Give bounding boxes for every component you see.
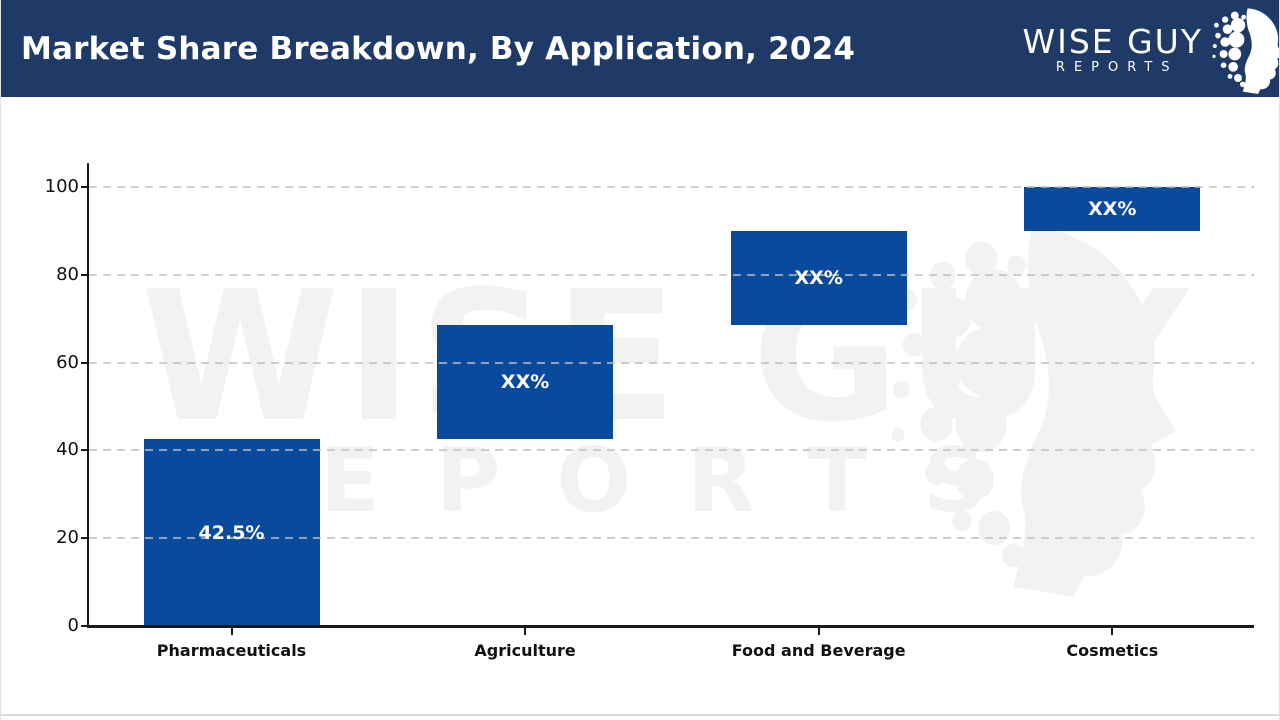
x-category-label: Cosmetics (1066, 641, 1159, 660)
y-tick-mark (81, 449, 89, 452)
wise-guy-logo: WISE GUY REPORTS (1022, 6, 1279, 94)
bar-value-label: XX% (500, 371, 550, 394)
y-tick-mark (81, 625, 89, 627)
x-category-label: Pharmaceuticals (156, 641, 307, 660)
x-axis-spine (87, 625, 1254, 628)
x-tick-mark (524, 628, 527, 635)
gridline-y40 (89, 449, 1254, 452)
bar-value-label: XX% (794, 267, 843, 290)
header-band: Market Share Breakdown, By Application, … (1, 0, 1279, 97)
gridline-y60 (89, 361, 1254, 364)
gridline-y20 (89, 537, 1254, 540)
y-tick-mark (81, 273, 89, 276)
logo-subtitle: REPORTS (1055, 59, 1179, 75)
bottom-rule (1, 714, 1279, 716)
bar-pharmaceuticals (143, 439, 320, 626)
x-category-label: Food and Beverage (731, 641, 906, 660)
bar-value-label: XX% (1088, 197, 1137, 220)
y-tick-label: 20 (56, 527, 79, 549)
logo-wordmark: WISE GUY (1022, 22, 1203, 62)
chart-area: WISE GUY REPORTS 42.5% XX% XX% XX% 0 20 40 60 80… (1, 97, 1279, 720)
bar-cosmetics (1024, 187, 1201, 231)
gridline-y100 (89, 186, 1254, 188)
bar-food-and-beverage (730, 230, 907, 326)
y-tick-mark (81, 537, 89, 540)
y-tick-mark (81, 186, 89, 188)
y-tick-label: 60 (56, 351, 79, 373)
x-tick-mark (1111, 628, 1114, 635)
y-tick-label: 0 (67, 615, 79, 636)
bar-agriculture (437, 325, 614, 440)
y-tick-label: 40 (56, 439, 79, 461)
y-tick-mark (81, 361, 89, 364)
page-title: Market Share Breakdown, By Application, … (21, 30, 856, 67)
y-tick-label: 80 (56, 263, 79, 285)
gridline-y80 (89, 273, 1254, 276)
bar-value-label: 42.5% (198, 521, 265, 544)
x-tick-mark (230, 628, 233, 635)
x-tick-mark (817, 628, 820, 635)
y-tick-label: 100 (44, 176, 79, 197)
x-category-label: Agriculture (474, 641, 576, 660)
logo-text: WISE GUY REPORTS (1022, 25, 1203, 75)
y-axis-spine (87, 163, 89, 628)
dotted-face-icon (1212, 8, 1279, 94)
